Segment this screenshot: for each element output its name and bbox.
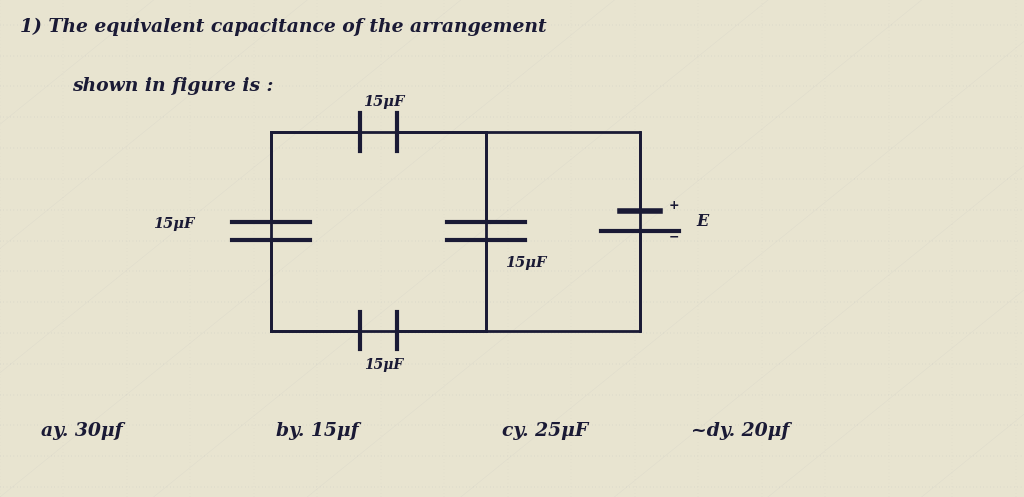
Text: E: E (696, 213, 709, 230)
Text: ay. 30μf: ay. 30μf (41, 422, 123, 440)
Text: 15μF: 15μF (364, 95, 404, 109)
Text: 15μF: 15μF (154, 217, 195, 231)
Text: +: + (669, 199, 679, 212)
Text: 1) The equivalent capacitance of the arrangement: 1) The equivalent capacitance of the arr… (20, 17, 547, 36)
Text: 15μF: 15μF (365, 358, 403, 372)
Text: shown in figure is :: shown in figure is : (72, 77, 273, 95)
Text: by. 15μf: by. 15μf (276, 422, 359, 440)
Text: cy. 25μF: cy. 25μF (502, 422, 588, 440)
Text: −: − (669, 231, 679, 244)
Text: ~dy. 20μf: ~dy. 20μf (691, 422, 790, 440)
Text: 15μF: 15μF (505, 256, 546, 270)
